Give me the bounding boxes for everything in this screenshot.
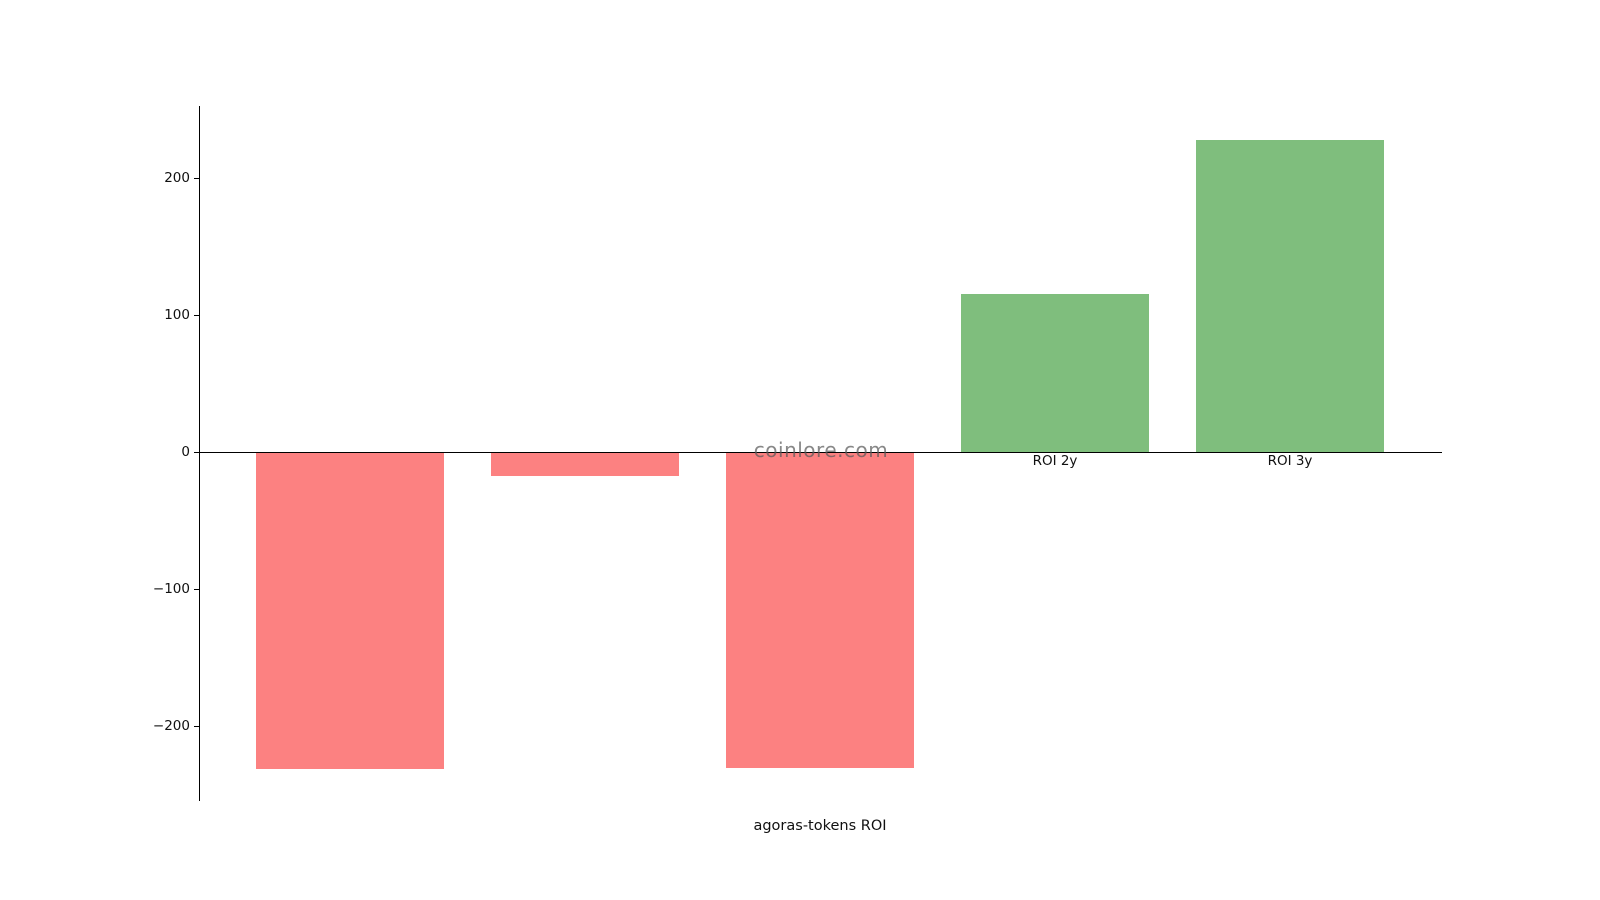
y-tick-mark bbox=[194, 452, 200, 453]
y-tick-label: 200 bbox=[164, 169, 190, 186]
y-axis-spine bbox=[199, 106, 200, 801]
watermark: coinlore.com bbox=[753, 438, 889, 462]
y-tick-label: −100 bbox=[152, 580, 190, 597]
y-tick-label: 100 bbox=[164, 306, 190, 323]
x-category-label: ROI 3y bbox=[1267, 453, 1313, 469]
chart-title: agoras-tokens ROI bbox=[753, 818, 887, 834]
y-tick-label: 0 bbox=[181, 443, 190, 460]
x-axis-zero-line bbox=[200, 452, 1442, 453]
bar-unlabeled-2 bbox=[491, 453, 679, 477]
bar-unlabeled-3 bbox=[726, 453, 914, 769]
bar-ROI 3y bbox=[1196, 139, 1384, 452]
y-tick-mark bbox=[194, 178, 200, 179]
y-tick-mark bbox=[194, 589, 200, 590]
y-tick-label: −200 bbox=[152, 717, 190, 734]
y-tick-mark bbox=[194, 726, 200, 727]
y-tick-mark bbox=[194, 315, 200, 316]
x-category-label: ROI 2y bbox=[1032, 453, 1078, 469]
bar-ROI 2y bbox=[961, 294, 1149, 452]
bar-unlabeled-1 bbox=[256, 453, 444, 770]
